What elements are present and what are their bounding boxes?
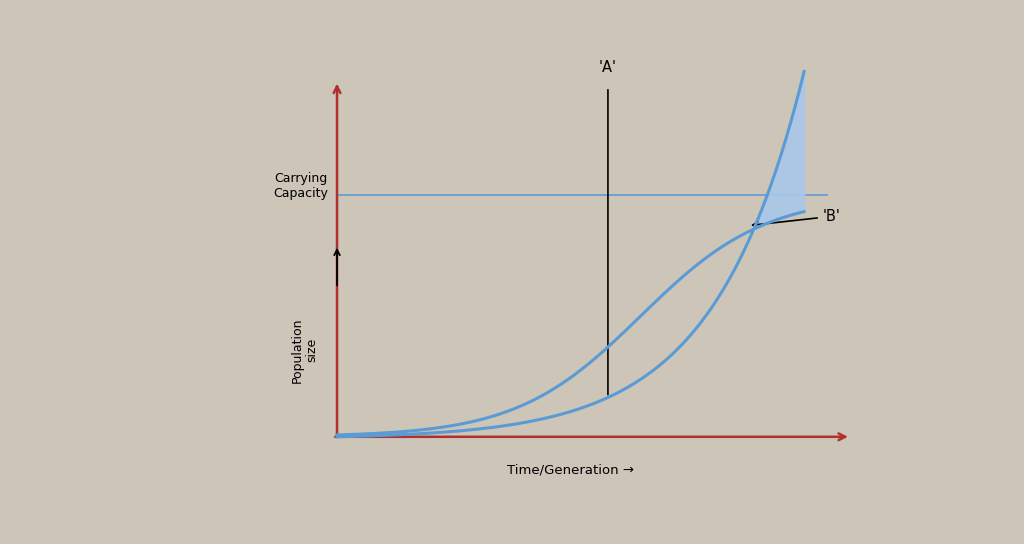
- Text: 'A': 'A': [599, 59, 616, 75]
- Text: 'B': 'B': [753, 209, 841, 227]
- Text: Time/Generation →: Time/Generation →: [507, 463, 634, 476]
- Text: Population
size: Population size: [291, 317, 318, 383]
- Text: Carrying
Capacity: Carrying Capacity: [272, 172, 328, 200]
